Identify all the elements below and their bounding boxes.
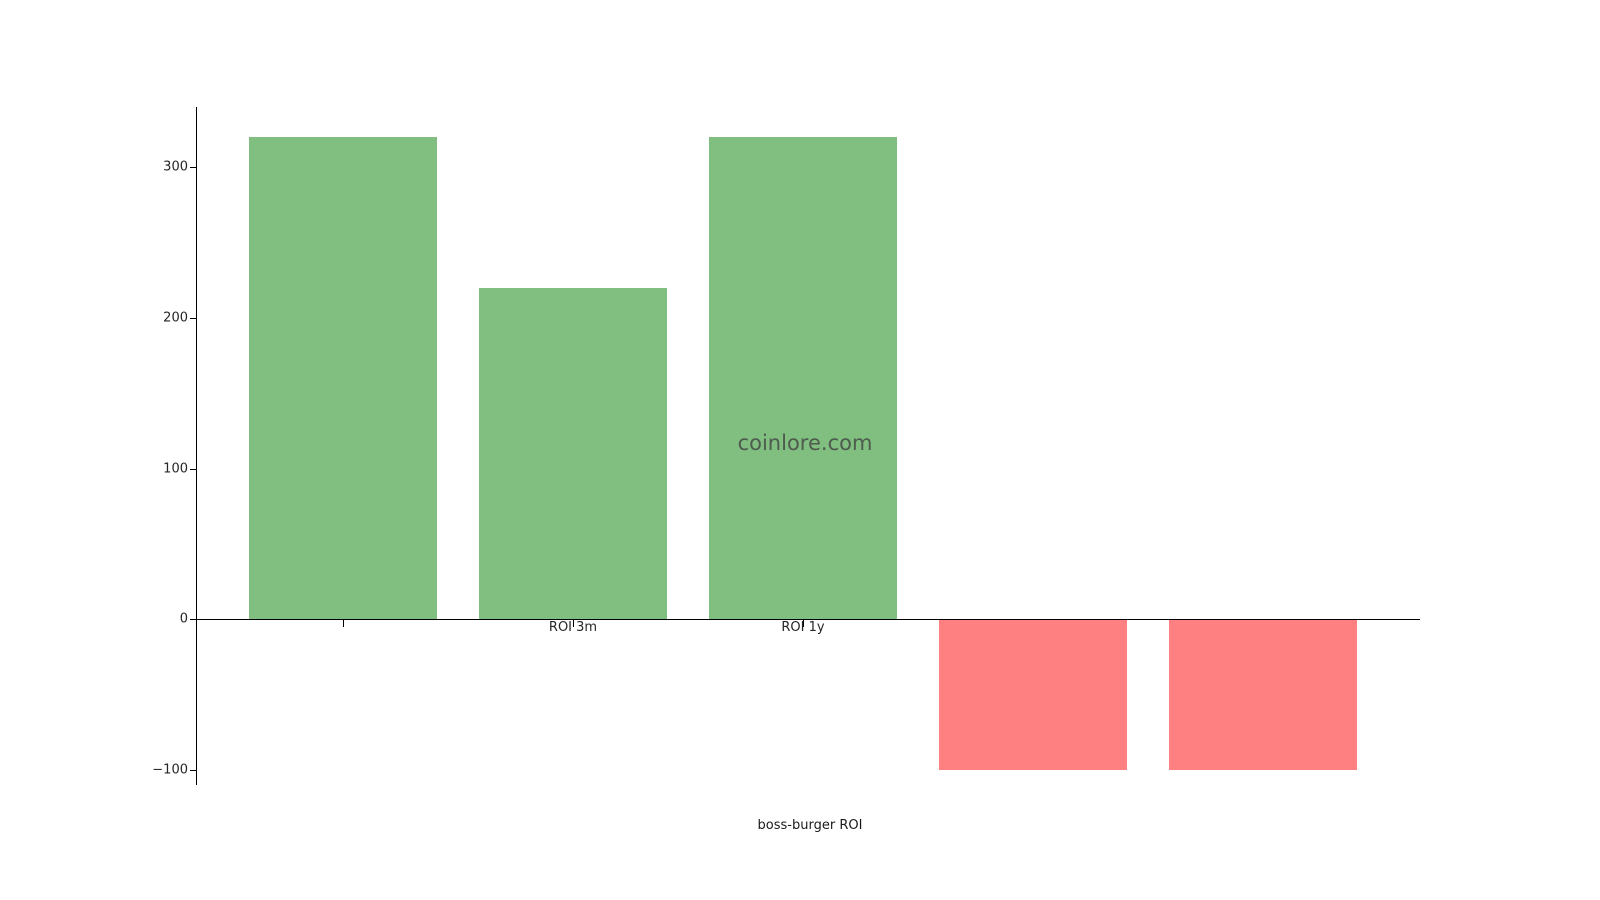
- y-tick-label: 0: [179, 611, 188, 627]
- bar-category-5: [1169, 620, 1357, 770]
- bar-roi-3m: [479, 288, 667, 619]
- y-tick-mark: [190, 167, 196, 168]
- y-tick-mark: [190, 619, 196, 620]
- x-tick-label: ROI 1y: [781, 620, 825, 635]
- bar-category-4: [939, 620, 1127, 770]
- bar-category-1: [249, 137, 437, 619]
- x-axis-zero-line: [196, 619, 1420, 620]
- x-tick-mark: [573, 619, 574, 627]
- y-tick-label: 200: [163, 310, 188, 326]
- y-tick-mark: [190, 770, 196, 771]
- x-tick-label: ROI 3m: [548, 620, 598, 635]
- x-axis-title: boss-burger ROI: [757, 818, 863, 833]
- y-tick-label: −100: [152, 762, 188, 778]
- watermark-text: coinlore.com: [737, 431, 873, 455]
- x-tick-mark: [343, 619, 344, 627]
- x-tick-mark: [803, 619, 804, 627]
- y-axis-spine: [196, 107, 197, 785]
- y-tick-mark: [190, 469, 196, 470]
- bar-roi-1y: [709, 137, 897, 619]
- y-tick-label: 100: [163, 461, 188, 477]
- y-tick-label: 300: [163, 159, 188, 175]
- y-tick-mark: [190, 318, 196, 319]
